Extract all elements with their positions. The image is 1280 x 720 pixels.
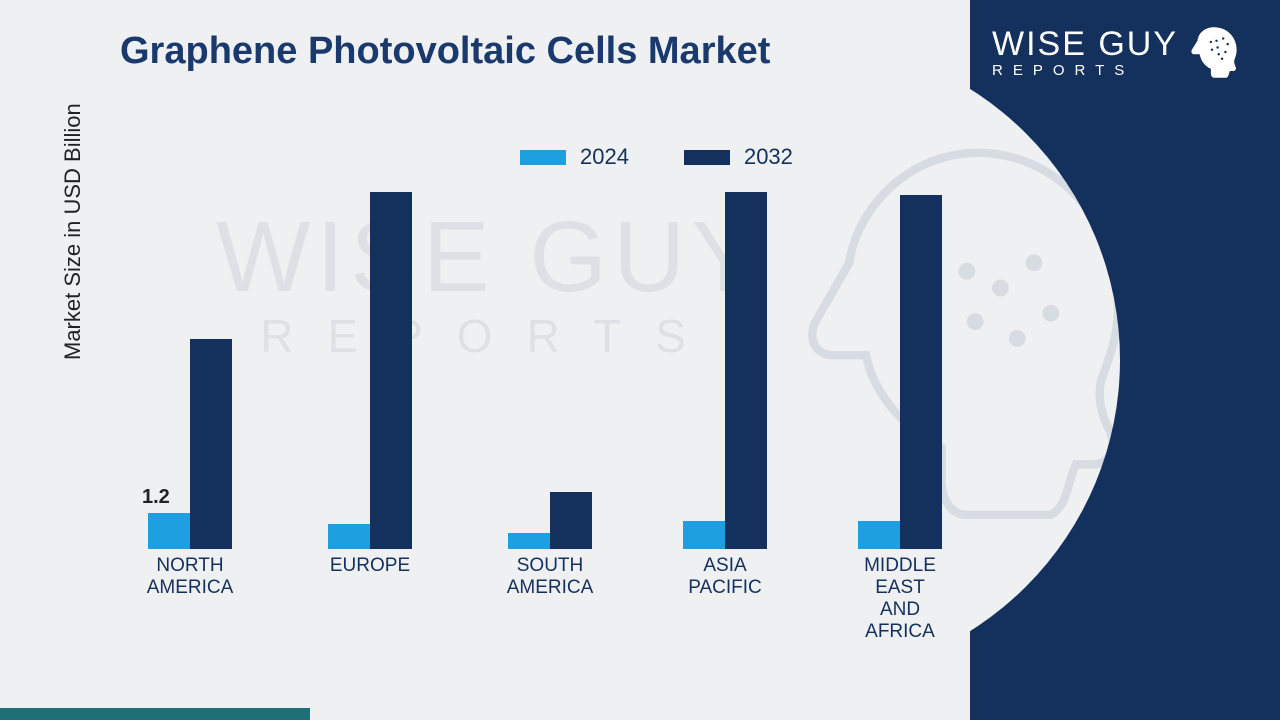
- legend: 2024 2032: [520, 144, 793, 170]
- bar-2032: [725, 192, 767, 549]
- brand-logo: WISE GUY REPORTS: [992, 24, 1252, 80]
- x-axis-label: MIDDLEEASTANDAFRICA: [820, 555, 980, 642]
- bar-group: EUROPE: [310, 189, 430, 549]
- bar-2024: [328, 524, 370, 550]
- bar-group: 1.2NORTHAMERICA: [130, 189, 250, 549]
- bar-2024: [148, 513, 190, 549]
- bar-pair: [840, 189, 960, 549]
- brand-subtitle: REPORTS: [992, 62, 1178, 79]
- chart-title: Graphene Photovoltaic Cells Market: [120, 30, 770, 73]
- bar-2024: [858, 521, 900, 550]
- brand-name: WISE GUY: [992, 25, 1178, 64]
- bar-2032: [190, 339, 232, 549]
- legend-item-2032: 2032: [684, 144, 793, 170]
- bar-value-label: 1.2: [142, 486, 170, 509]
- bar-2024: [508, 533, 550, 550]
- bar-2032: [370, 192, 412, 549]
- bar-pair: [490, 189, 610, 549]
- bar-group: SOUTHAMERICA: [490, 189, 610, 549]
- legend-item-2024: 2024: [520, 144, 629, 170]
- x-axis-label: EUROPE: [290, 555, 450, 577]
- bar-pair: [310, 189, 430, 549]
- x-axis-label: SOUTHAMERICA: [470, 555, 630, 599]
- bar-group: ASIAPACIFIC: [665, 189, 785, 549]
- legend-label-2024: 2024: [580, 144, 629, 170]
- legend-label-2032: 2032: [744, 144, 793, 170]
- bar-group: MIDDLEEASTANDAFRICA: [840, 189, 960, 549]
- x-axis-label: NORTHAMERICA: [110, 555, 270, 599]
- bar-2032: [900, 195, 942, 549]
- bottom-accent-bar: [0, 708, 310, 720]
- chart-area: Market Size in USD Billion 2024 2032 1.2…: [90, 150, 970, 570]
- brand-head-icon: [1184, 24, 1240, 80]
- legend-swatch-2024: [520, 150, 566, 165]
- y-axis-label: Market Size in USD Billion: [60, 103, 86, 360]
- bar-pair: [665, 189, 785, 549]
- plot-area: 1.2NORTHAMERICA EUROPE SOUTHAMERICA ASIAPAC…: [120, 190, 970, 550]
- bar-2032: [550, 492, 592, 549]
- bar-2024: [683, 521, 725, 550]
- x-axis-label: ASIAPACIFIC: [645, 555, 805, 599]
- legend-swatch-2032: [684, 150, 730, 165]
